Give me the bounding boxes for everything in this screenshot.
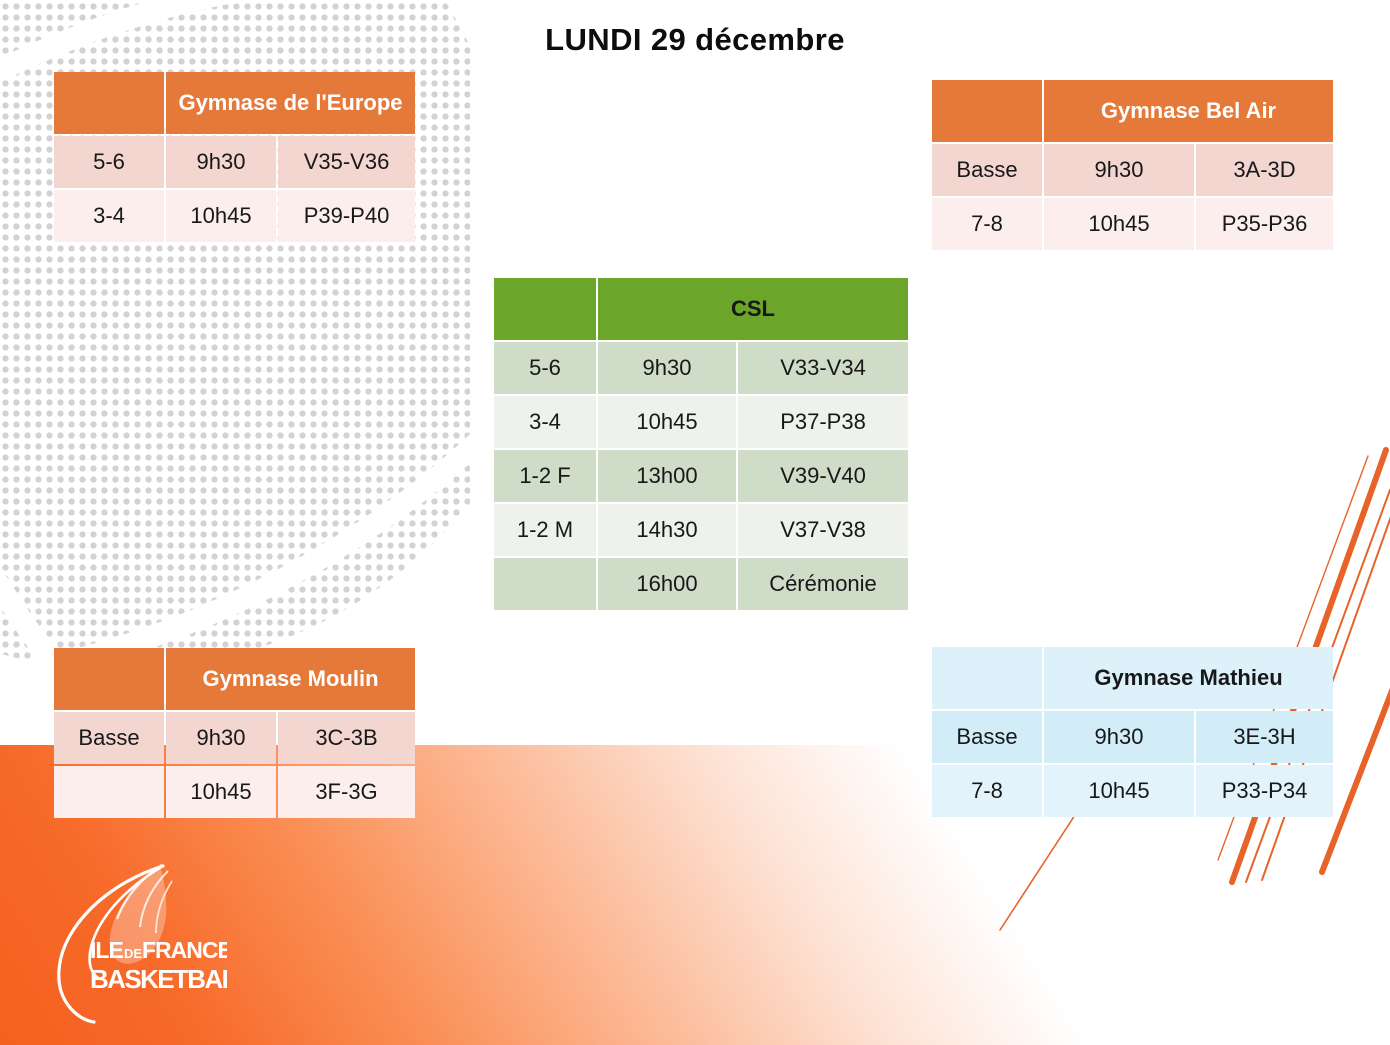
time-cell: 9h30	[166, 136, 276, 188]
table-row: 1-2 M 14h30 V37-V38	[494, 504, 908, 556]
time-cell: 14h30	[598, 504, 736, 556]
court-cell: 5-6	[494, 342, 596, 394]
table-row: 5-6 9h30 V33-V34	[494, 342, 908, 394]
time-cell: 10h45	[166, 190, 276, 242]
table-row: 3-4 10h45 P37-P38	[494, 396, 908, 448]
time-cell: 13h00	[598, 450, 736, 502]
schedule-table-belair: Gymnase Bel Air Basse 9h30 3A-3D 7-8 10h…	[930, 78, 1335, 252]
time-cell: 10h45	[1044, 765, 1194, 817]
logo-word-france: FRANCE	[142, 937, 227, 963]
header-empty-cell	[54, 648, 164, 710]
table-row: Basse 9h30 3E-3H	[932, 711, 1333, 763]
court-cell: Basse	[932, 144, 1042, 196]
schedule-table-moulin: Gymnase Moulin Basse 9h30 3C-3B 10h45 3F…	[52, 646, 417, 820]
table-row: 16h00 Cérémonie	[494, 558, 908, 610]
header-empty-cell	[932, 80, 1042, 142]
time-cell: 9h30	[1044, 144, 1194, 196]
table-row: 7-8 10h45 P35-P36	[932, 198, 1333, 250]
table-row: 10h45 3F-3G	[54, 766, 415, 818]
match-cell: P35-P36	[1196, 198, 1333, 250]
schedule-table-europe: Gymnase de l'Europe 5-6 9h30 V35-V36 3-4…	[52, 70, 417, 244]
venue-name: Gymnase Moulin	[166, 648, 415, 710]
match-cell: 3F-3G	[278, 766, 415, 818]
time-cell: 10h45	[166, 766, 276, 818]
table-row: 7-8 10h45 P33-P34	[932, 765, 1333, 817]
match-cell: V37-V38	[738, 504, 908, 556]
court-cell: 1-2 M	[494, 504, 596, 556]
logo-word-ile: ILE	[90, 937, 123, 963]
court-cell: 3-4	[494, 396, 596, 448]
match-cell: P33-P34	[1196, 765, 1333, 817]
match-cell: V35-V36	[278, 136, 415, 188]
time-cell: 9h30	[166, 712, 276, 764]
table-row: Basse 9h30 3C-3B	[54, 712, 415, 764]
logo-wordmark: ILE DE FRANCE BASKETBALL	[90, 937, 227, 994]
logo-word-de: DE	[124, 946, 142, 961]
ile-de-france-basketball-logo: ILE DE FRANCE BASKETBALL	[57, 863, 227, 1024]
venue-name: Gymnase Bel Air	[1044, 80, 1333, 142]
page-title: LUNDI 29 décembre	[545, 22, 845, 57]
time-cell: 16h00	[598, 558, 736, 610]
table-row: 3-4 10h45 P39-P40	[54, 190, 415, 242]
time-cell: 10h45	[1044, 198, 1194, 250]
time-cell: 9h30	[1044, 711, 1194, 763]
table-header-row: CSL	[494, 278, 908, 340]
schedule-table-csl: CSL 5-6 9h30 V33-V34 3-4 10h45 P37-P38 1…	[492, 276, 910, 612]
schedule-table-mathieu: Gymnase Mathieu Basse 9h30 3E-3H 7-8 10h…	[930, 645, 1335, 819]
match-cell: V33-V34	[738, 342, 908, 394]
court-cell	[494, 558, 596, 610]
match-cell: P37-P38	[738, 396, 908, 448]
table-header-row: Gymnase Mathieu	[932, 647, 1333, 709]
table-row: 5-6 9h30 V35-V36	[54, 136, 415, 188]
match-cell: 3E-3H	[1196, 711, 1333, 763]
match-cell: Cérémonie	[738, 558, 908, 610]
court-cell: 5-6	[54, 136, 164, 188]
match-cell: V39-V40	[738, 450, 908, 502]
time-cell: 9h30	[598, 342, 736, 394]
court-cell	[54, 766, 164, 818]
time-cell: 10h45	[598, 396, 736, 448]
court-cell: Basse	[54, 712, 164, 764]
match-cell: 3C-3B	[278, 712, 415, 764]
logo-word-basketball: BASKETBALL	[90, 964, 227, 994]
header-empty-cell	[494, 278, 596, 340]
match-cell: 3A-3D	[1196, 144, 1333, 196]
table-header-row: Gymnase Moulin	[54, 648, 415, 710]
court-cell: 7-8	[932, 198, 1042, 250]
match-cell: P39-P40	[278, 190, 415, 242]
court-cell: 3-4	[54, 190, 164, 242]
header-empty-cell	[932, 647, 1042, 709]
venue-name: Gymnase Mathieu	[1044, 647, 1333, 709]
venue-name: CSL	[598, 278, 908, 340]
header-empty-cell	[54, 72, 164, 134]
court-cell: 7-8	[932, 765, 1042, 817]
table-header-row: Gymnase de l'Europe	[54, 72, 415, 134]
table-row: Basse 9h30 3A-3D	[932, 144, 1333, 196]
venue-name: Gymnase de l'Europe	[166, 72, 415, 134]
court-cell: Basse	[932, 711, 1042, 763]
table-row: 1-2 F 13h00 V39-V40	[494, 450, 908, 502]
court-cell: 1-2 F	[494, 450, 596, 502]
table-header-row: Gymnase Bel Air	[932, 80, 1333, 142]
